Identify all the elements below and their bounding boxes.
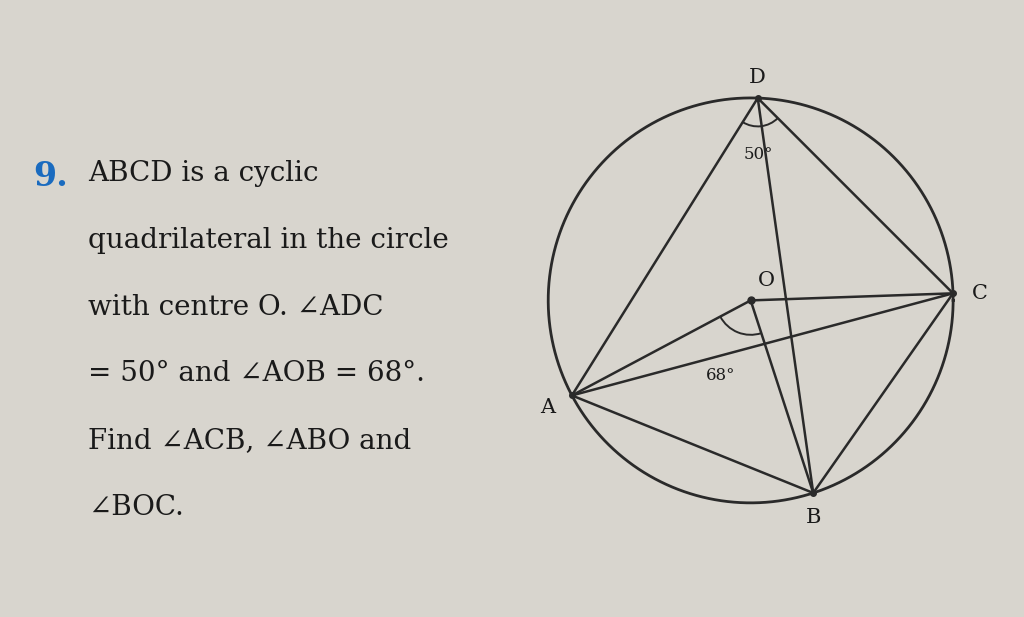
- Text: ABCD is a cyclic: ABCD is a cyclic: [88, 160, 318, 188]
- Text: with centre O. ∠ADC: with centre O. ∠ADC: [88, 294, 384, 321]
- Text: A: A: [540, 398, 555, 417]
- Text: 9.: 9.: [33, 160, 68, 193]
- Text: 68°: 68°: [706, 367, 735, 384]
- Text: B: B: [806, 508, 821, 527]
- Text: quadrilateral in the circle: quadrilateral in the circle: [88, 227, 450, 254]
- Text: ∠BOC.: ∠BOC.: [88, 494, 184, 521]
- Text: = 50° and ∠AOB = 68°.: = 50° and ∠AOB = 68°.: [88, 360, 426, 387]
- Text: 50°: 50°: [744, 146, 773, 164]
- Text: D: D: [750, 68, 766, 88]
- Text: O: O: [759, 271, 775, 289]
- Text: Find ∠ACB, ∠ABO and: Find ∠ACB, ∠ABO and: [88, 427, 412, 454]
- Text: C: C: [972, 284, 987, 303]
